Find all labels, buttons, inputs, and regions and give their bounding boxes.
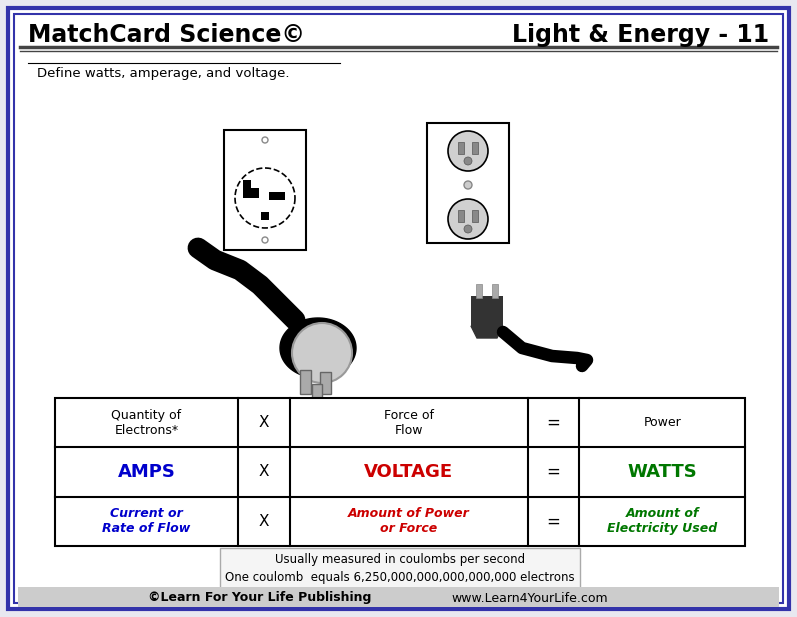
Polygon shape: [471, 326, 503, 338]
Circle shape: [448, 131, 488, 171]
Bar: [220, 548, 580, 592]
Bar: [492, 284, 498, 298]
Bar: [472, 142, 478, 154]
Polygon shape: [280, 318, 356, 378]
Text: AMPS: AMPS: [117, 463, 175, 481]
Circle shape: [464, 181, 472, 189]
Bar: [18, 587, 779, 607]
Circle shape: [292, 323, 352, 383]
Text: =: =: [547, 413, 560, 432]
Bar: [55, 398, 745, 546]
Circle shape: [262, 137, 268, 143]
Bar: [320, 372, 331, 394]
Text: www.Learn4YourLife.com: www.Learn4YourLife.com: [452, 592, 608, 605]
Bar: [269, 192, 285, 200]
Text: Current or
Rate of Flow: Current or Rate of Flow: [102, 507, 190, 536]
Text: Define watts, amperage, and voltage.: Define watts, amperage, and voltage.: [37, 67, 289, 80]
Text: =: =: [547, 512, 560, 531]
Circle shape: [262, 237, 268, 243]
FancyBboxPatch shape: [8, 8, 789, 609]
Text: Power: Power: [643, 416, 681, 429]
Text: ©Learn For Your Life Publishing: ©Learn For Your Life Publishing: [148, 592, 371, 605]
Text: X: X: [258, 465, 269, 479]
Circle shape: [464, 157, 472, 165]
Text: X: X: [258, 415, 269, 430]
Text: Amount of
Electricity Used: Amount of Electricity Used: [607, 507, 717, 536]
Text: One coulomb  equals 6,250,000,000,000,000,000 electrons: One coulomb equals 6,250,000,000,000,000…: [226, 571, 575, 584]
Text: X: X: [258, 514, 269, 529]
Text: VOLTAGE: VOLTAGE: [364, 463, 453, 481]
Bar: [472, 210, 478, 222]
Text: Light & Energy - 11: Light & Energy - 11: [512, 23, 769, 47]
Circle shape: [448, 199, 488, 239]
Bar: [476, 284, 482, 298]
Bar: [261, 212, 269, 220]
Text: WATTS: WATTS: [627, 463, 697, 481]
Bar: [427, 123, 509, 243]
Text: Quantity of
Electrons*: Quantity of Electrons*: [112, 408, 182, 437]
Bar: [300, 370, 311, 394]
Bar: [312, 384, 322, 400]
Circle shape: [464, 225, 472, 233]
Bar: [243, 188, 259, 198]
Text: =: =: [547, 463, 560, 481]
Bar: [458, 142, 464, 154]
Bar: [471, 296, 503, 326]
Bar: [224, 130, 306, 250]
Text: Amount of Power
or Force: Amount of Power or Force: [347, 507, 469, 536]
Text: Usually measured in coulombs per second: Usually measured in coulombs per second: [275, 552, 525, 566]
Text: MatchCard Science©: MatchCard Science©: [28, 23, 305, 47]
Text: Force of
Flow: Force of Flow: [383, 408, 434, 437]
Bar: [243, 180, 251, 190]
Bar: [458, 210, 464, 222]
